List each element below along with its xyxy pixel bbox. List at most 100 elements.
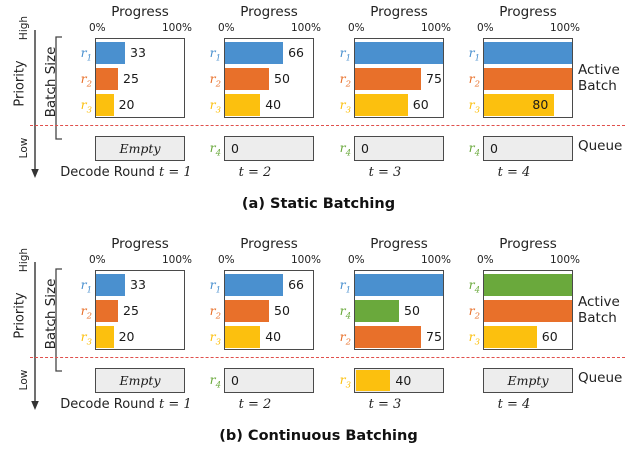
batch-size-axis: Batch Size: [32, 36, 62, 140]
progress-title: Progress: [240, 236, 298, 252]
round-label-4: t = 4: [436, 397, 592, 412]
bar-value-r2: 25: [123, 303, 139, 318]
progress-bar-r2: [96, 68, 118, 90]
bar-track: [484, 300, 572, 322]
queue-row: r4 0: [187, 136, 323, 162]
tick-0-percent: 0%: [348, 22, 365, 34]
progress-bar-r1: [355, 42, 443, 64]
bar-value-r1: 66: [288, 45, 304, 60]
tick-100-percent: 100%: [549, 22, 580, 34]
queue-box: [95, 368, 185, 393]
active-batch-row: r3 80: [446, 94, 582, 116]
progress-bar-r3: [225, 94, 261, 116]
progress-bar-r2: [484, 300, 572, 322]
priority-high-label: High: [18, 15, 30, 41]
progress-bar-r2: [225, 300, 269, 322]
progress-axis-ticks: 0% 100%: [477, 254, 580, 267]
queue-row: Empty: [58, 136, 194, 162]
progress-axis-ticks: 0% 100%: [218, 22, 321, 35]
tick-0-percent: 0%: [218, 22, 235, 34]
active-batch-row: r4: [446, 274, 582, 296]
priority-arrow-icon: [30, 30, 42, 184]
bar-track: 40: [225, 326, 313, 348]
active-batch-row: r4 50: [317, 300, 453, 322]
round-time-value: t = 4: [497, 397, 531, 412]
tick-0-percent: 0%: [477, 254, 494, 266]
bar-track: 20: [96, 326, 184, 348]
tick-0-percent: 0%: [89, 22, 106, 34]
round-time-value: t = 4: [497, 165, 531, 180]
request-label-r1: r1: [80, 45, 92, 64]
queue-bar-value-r4: 0: [231, 141, 239, 156]
progress-title: Progress: [499, 4, 557, 20]
active-batch-rows: r1 66 r2 50 r3 40: [187, 270, 323, 350]
active-batch-row: r1 33: [58, 274, 194, 296]
active-batch-row: r3 20: [58, 326, 194, 348]
bar-value-r3: 60: [412, 97, 429, 112]
decode-round-column-2: Progress 0% 100% r1 66 r2 50 r3 40 r4 0 t = 2: [187, 232, 323, 454]
request-label-r1: r1: [468, 45, 480, 64]
bar-track: 33: [96, 42, 184, 64]
queue-bar-value-r4: 0: [231, 373, 239, 388]
batch-size-axis: Batch Size: [32, 268, 62, 372]
priority-axis: Priority High Low: [2, 248, 39, 410]
tick-100-percent: 100%: [549, 254, 580, 266]
request-label-r2: r2: [468, 71, 480, 90]
active-batch-row: r1 33: [58, 42, 194, 64]
active-batch-row: r3 60: [317, 94, 453, 116]
request-label-r3: r3: [468, 97, 480, 116]
request-label-r4: r4: [339, 303, 351, 322]
tick-100-percent: 100%: [420, 254, 451, 266]
queue-empty-label: Empty: [507, 373, 549, 388]
panel-group-a: Priority High Low Batch Size Progress 0% 100% r…: [0, 0, 637, 222]
progress-bar-r3: [355, 94, 408, 116]
bar-track: 66: [225, 274, 313, 296]
progress-bar-r3: [484, 326, 537, 348]
tick-0-percent: 0%: [218, 254, 235, 266]
progress-title: Progress: [111, 236, 169, 252]
active-batch-row: r2: [446, 68, 582, 90]
active-batch-row: r2: [446, 300, 582, 322]
active-batch-rows: r1 r2 75 r3 60: [317, 38, 453, 118]
round-time-value: t = 3: [368, 165, 402, 180]
queue-request-label-r4: r4: [209, 372, 221, 391]
queue-row: Empty: [58, 368, 194, 394]
queue-request-label-r4: r4: [209, 140, 221, 159]
active-batch-legend-label-2: Batch: [578, 78, 617, 94]
active-batch-row: r1: [317, 274, 453, 296]
progress-bar-r2: [225, 68, 269, 90]
queue-request-label-r3: r3: [339, 372, 351, 391]
queue-bar-value-r3: 40: [395, 373, 412, 388]
progress-bar-r1: [355, 274, 443, 296]
request-label-r1: r1: [209, 45, 221, 64]
bar-track: 50: [355, 300, 443, 322]
progress-bar-r3: [96, 94, 114, 116]
request-label-r2: r2: [209, 71, 221, 90]
bar-value-r4: 50: [404, 303, 420, 318]
request-label-r2: r2: [339, 329, 351, 348]
active-batch-row: r2 75: [317, 68, 453, 90]
queue-row: Empty: [446, 368, 582, 394]
active-batch-rows: r1 33 r2 25 r3 20: [58, 38, 194, 118]
bar-value-r2: 25: [123, 71, 139, 86]
active-batch-row: r2 25: [58, 68, 194, 90]
active-batch-rows: r1 33 r2 25 r3 20: [58, 270, 194, 350]
bar-value-r1: 33: [130, 277, 146, 292]
active-batch-row: r1 66: [187, 42, 323, 64]
active-batch-row: r1: [446, 42, 582, 64]
progress-bar-r3: [96, 326, 114, 348]
tick-0-percent: 0%: [89, 254, 106, 266]
bar-value-r1: 66: [288, 277, 304, 292]
bar-track: 60: [484, 326, 572, 348]
active-batch-row: r3 60: [446, 326, 582, 348]
queue-bar-track: 0: [356, 138, 442, 159]
progress-bar-r1: [225, 42, 284, 64]
round-label-4: t = 4: [436, 165, 592, 180]
active-batch-row: r3 40: [187, 94, 323, 116]
priority-axis-label: Priority: [12, 292, 28, 339]
progress-bar-r1: [225, 274, 284, 296]
active-batch-row: r3 20: [58, 94, 194, 116]
bar-track: [484, 42, 572, 64]
request-label-r3: r3: [209, 97, 221, 116]
progress-bar-r3: [484, 94, 555, 116]
